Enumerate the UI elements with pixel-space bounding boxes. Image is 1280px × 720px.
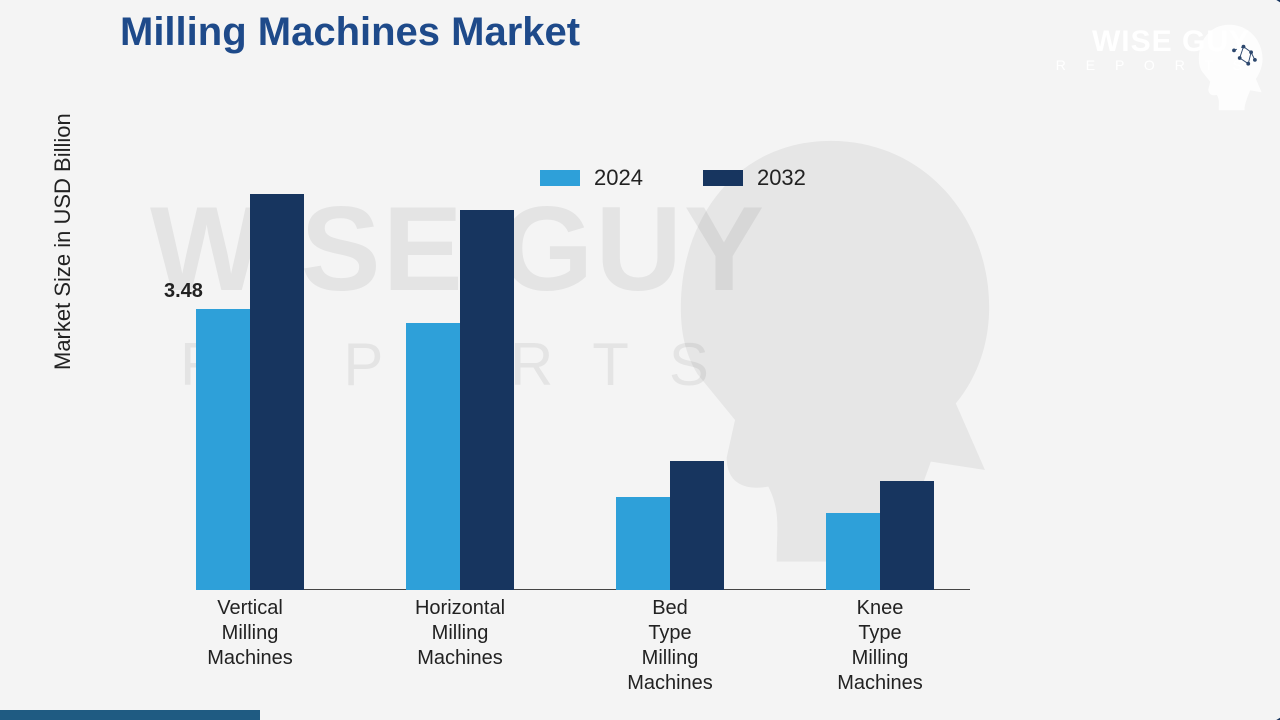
brand-main: WISE GUY: [1056, 25, 1250, 59]
chart-title: Milling Machines Market: [120, 10, 580, 55]
bar: [826, 513, 880, 590]
category-label: VerticalMillingMachines: [170, 596, 330, 671]
page: WISE GUY R E P O R T S WISE GUY REPORTS …: [0, 0, 1280, 720]
bar: [406, 323, 460, 590]
bar: [460, 210, 514, 590]
bar: [250, 194, 304, 590]
bar-value-label: 3.48: [164, 280, 203, 303]
bar-group: BedTypeMillingMachines: [590, 461, 750, 590]
bar-group: KneeTypeMillingMachines: [800, 481, 960, 590]
brand-block: WISE GUY R E P O R T S: [1056, 25, 1250, 73]
category-label: KneeTypeMillingMachines: [800, 596, 960, 696]
bar: [616, 497, 670, 590]
brand-sub: R E P O R T S: [1056, 57, 1250, 73]
bar: [880, 481, 934, 590]
bar-chart: 3.48VerticalMillingMachines HorizontalMil…: [90, 170, 970, 590]
category-label: HorizontalMillingMachines: [380, 596, 540, 671]
category-label: BedTypeMillingMachines: [590, 596, 750, 696]
bottom-accent-bar: [0, 710, 260, 720]
bar-group: 3.48VerticalMillingMachines: [170, 194, 330, 590]
y-axis-label: Market Size in USD Billion: [50, 113, 76, 370]
bar-group: HorizontalMillingMachines: [380, 210, 540, 590]
bar: [196, 309, 250, 590]
bar: [670, 461, 724, 590]
